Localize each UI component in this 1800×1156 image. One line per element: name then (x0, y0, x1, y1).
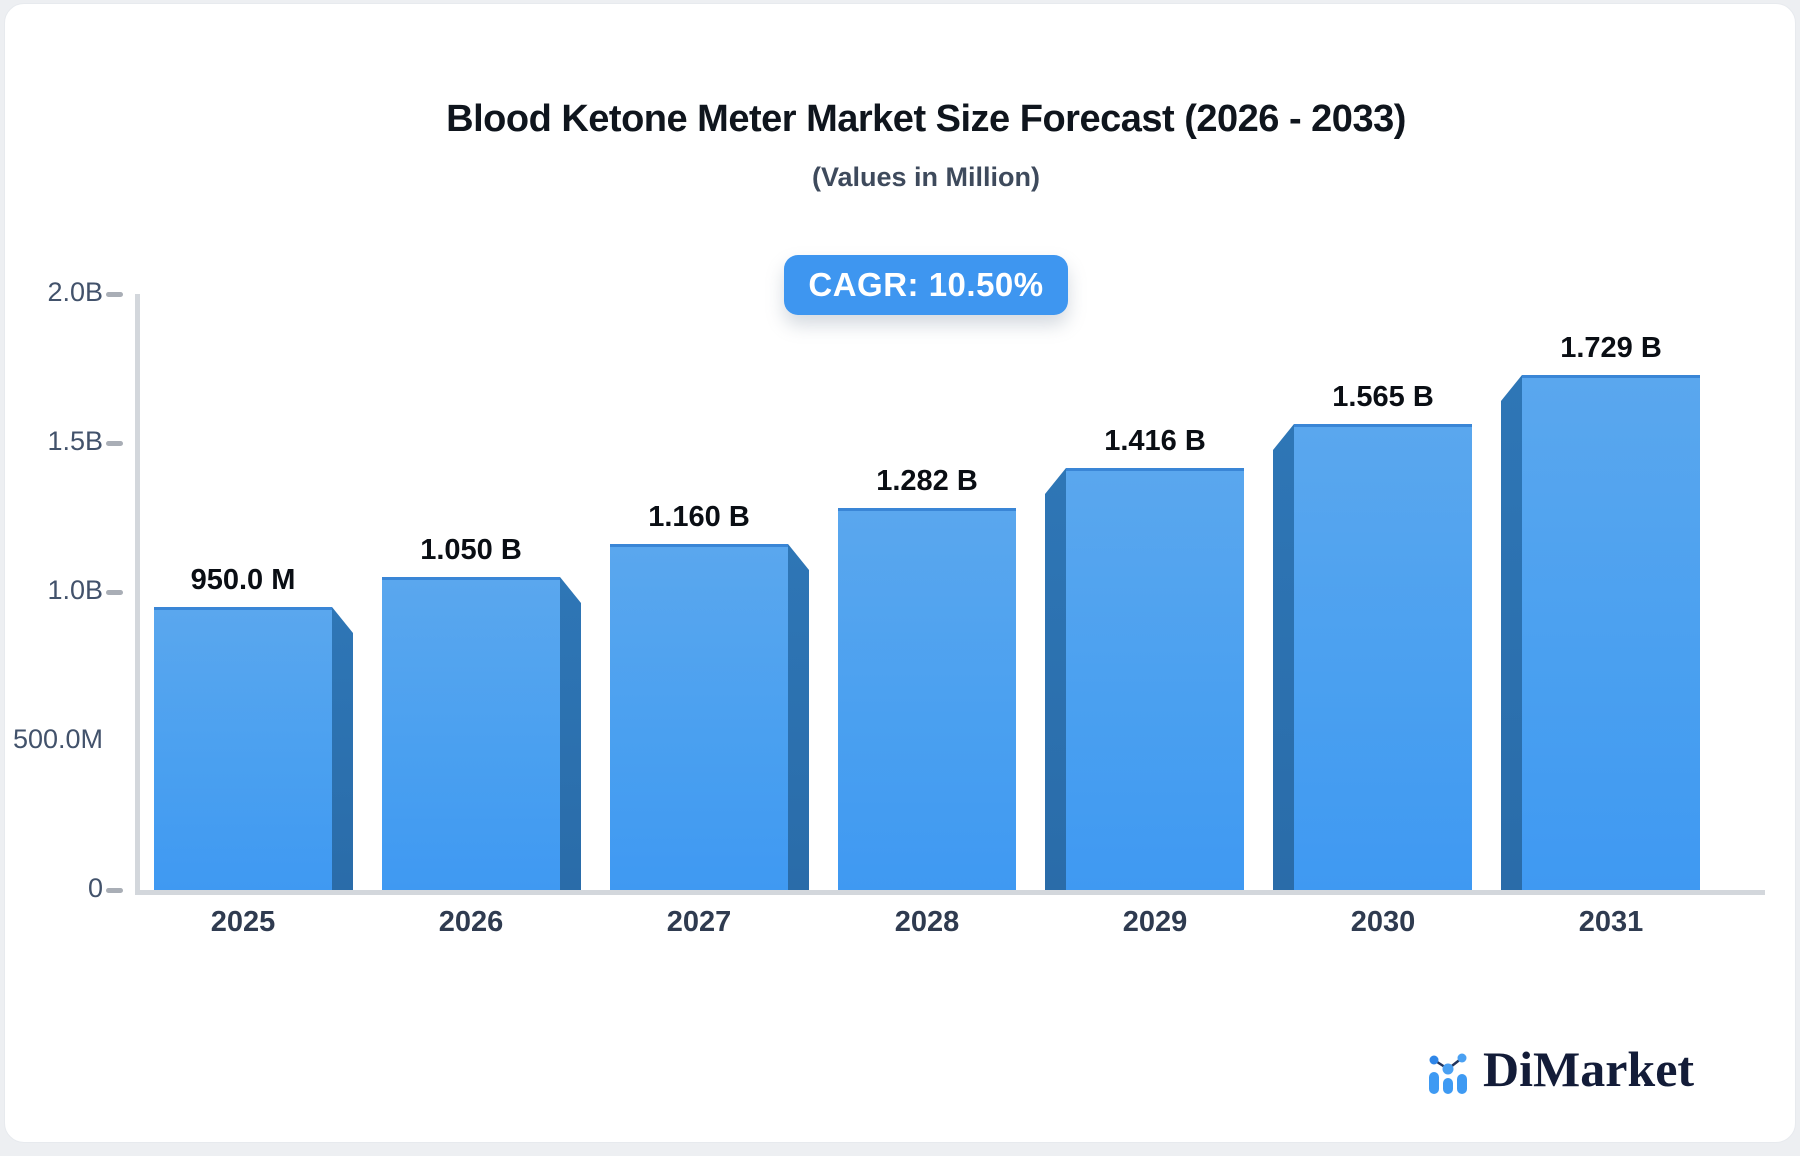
y-tick-mark (106, 441, 123, 446)
y-tick-label-0: 0 (87, 873, 103, 903)
bar-2031 (1522, 375, 1700, 890)
y-tick-label-2.0B: 2.0B (47, 277, 103, 307)
bar-3d-side-2029 (1045, 468, 1066, 890)
y-tick-label-1.5B: 1.5B (47, 426, 103, 456)
x-tick-label-2028: 2028 (894, 906, 960, 938)
y-tick-mark (106, 590, 123, 595)
x-tick-label-2025: 2025 (210, 906, 276, 938)
plot-area: 950.0 M 1.050 B 1.160 B 1.282 B 1.416 B 1.565… (135, 294, 1765, 895)
bar-value-label-2028: 1.282 B (876, 465, 978, 497)
cagr-badge: CAGR: 10.50% (784, 255, 1068, 315)
bar-value-label-2030: 1.565 B (1332, 381, 1434, 413)
chart-title: Blood Ketone Meter Market Size Forecast … (446, 98, 1406, 140)
bar-3d-side-2027 (788, 544, 809, 890)
logo-bar-chart-icon (1429, 1053, 1467, 1094)
bar-3d-side-2031 (1501, 375, 1522, 890)
x-tick-label-2030: 2030 (1350, 906, 1416, 938)
bar-value-label-2026: 1.050 B (420, 534, 522, 566)
chart-card: Blood Ketone Meter Market Size Forecast … (4, 3, 1796, 1143)
y-tick-mark (106, 888, 123, 893)
bar-2030 (1294, 424, 1472, 890)
bar-value-label-2025: 950.0 M (190, 564, 296, 596)
x-tick-label-2031: 2031 (1578, 906, 1644, 938)
x-tick-label-2026: 2026 (438, 906, 504, 938)
y-tick-mark (106, 292, 123, 297)
bar-2028 (838, 508, 1016, 890)
bar-value-label-2029: 1.416 B (1104, 425, 1206, 457)
bar-value-label-2027: 1.160 B (648, 501, 750, 533)
logo: DiMarket (1425, 1042, 1694, 1094)
y-tick-label-500.0M: 500.0M (12, 724, 103, 754)
chart-subtitle: (Values in Million) (811, 162, 1041, 192)
logo-text: DiMarket (1483, 1041, 1695, 1097)
cagr-badge-label: CAGR: 10.50% (808, 266, 1044, 303)
bar-2026 (382, 577, 560, 890)
bar-3d-side-2026 (560, 577, 581, 890)
bar-2029 (1066, 468, 1244, 890)
x-tick-label-2027: 2027 (666, 906, 732, 938)
y-tick-label-1.0B: 1.0B (47, 575, 103, 605)
bar-3d-side-2025 (332, 607, 353, 890)
bar-3d-side-2030 (1273, 424, 1294, 890)
bar-2027 (610, 544, 788, 890)
bar-value-label-2031: 1.729 B (1560, 332, 1662, 364)
bar-2025 (154, 607, 332, 890)
x-tick-label-2029: 2029 (1122, 906, 1188, 938)
